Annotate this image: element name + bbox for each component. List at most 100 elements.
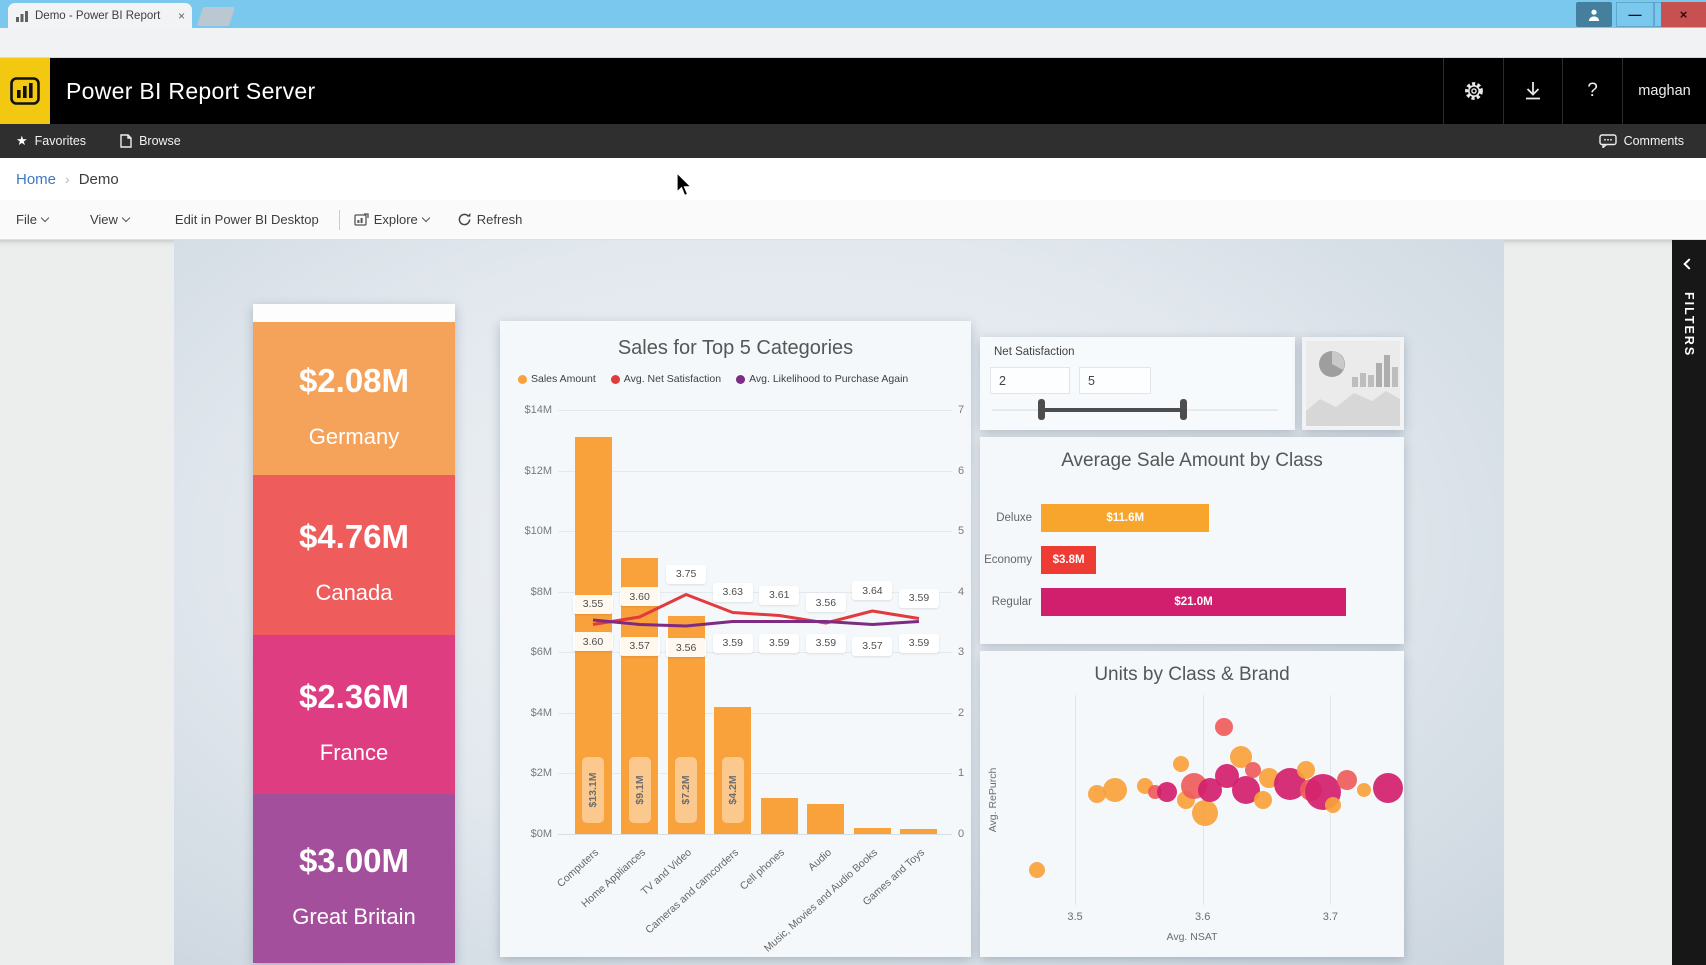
scatter-bubble-orange[interactable] bbox=[1253, 791, 1272, 810]
chart-placeholder-image bbox=[1306, 341, 1400, 426]
browse-button[interactable]: Browse bbox=[120, 134, 181, 148]
help-button[interactable]: ? bbox=[1562, 58, 1622, 124]
slider-handle-left[interactable] bbox=[1038, 399, 1045, 420]
scatter-bubble-orange[interactable] bbox=[1297, 760, 1316, 779]
line-value-label: 3.75 bbox=[666, 564, 707, 584]
kpi-block-germany[interactable]: $2.08M Germany bbox=[253, 322, 455, 475]
explore-menu[interactable]: Explore bbox=[354, 212, 431, 227]
kpi-value: $2.36M bbox=[298, 677, 410, 715]
kpi-card-visual[interactable]: $2.08M Germany $4.76M Canada $2.36M France $3.… bbox=[253, 304, 455, 963]
refresh-button[interactable]: Refresh bbox=[457, 212, 522, 227]
view-menu[interactable]: View bbox=[90, 212, 131, 227]
tab-close-icon[interactable]: × bbox=[177, 8, 185, 23]
browser-tabstrip: Demo - Power BI Report × — × bbox=[0, 0, 1706, 28]
units-by-class-brand-chart[interactable]: Units by Class & Brand Avg. RePurch Avg.… bbox=[980, 651, 1404, 957]
powerbi-logo-icon bbox=[10, 77, 40, 105]
line-value-label: 3.60 bbox=[573, 632, 613, 651]
kpi-label: Canada bbox=[315, 580, 393, 605]
y-axis-tick-right: 0 bbox=[958, 828, 965, 840]
scatter-bubble-orange[interactable] bbox=[1172, 755, 1189, 772]
slider-handle-right[interactable] bbox=[1180, 399, 1187, 420]
download-button[interactable] bbox=[1503, 58, 1562, 124]
filters-label: FILTERS bbox=[1682, 292, 1696, 358]
scatter-bubble-magenta[interactable] bbox=[1372, 773, 1403, 804]
x-axis-tick: 3.7 bbox=[1322, 911, 1339, 923]
comments-button[interactable]: Comments bbox=[1598, 134, 1684, 148]
slider-active-range[interactable] bbox=[1042, 408, 1184, 412]
scatter-bubble-red[interactable] bbox=[1337, 769, 1357, 790]
legend-dot bbox=[610, 374, 620, 384]
bar-deluxe[interactable]: $11.6M bbox=[1041, 504, 1210, 532]
browser-toolbar: ← → ↻ sql2016oramg/PBIReports/powerbi/De… bbox=[0, 28, 1706, 83]
favorites-button[interactable]: ★ Favorites bbox=[16, 133, 86, 149]
kpi-label: Germany bbox=[308, 423, 400, 449]
net-satisfaction-slicer[interactable]: Net Satisfaction bbox=[980, 337, 1295, 430]
settings-button[interactable] bbox=[1443, 58, 1503, 124]
browser-profile-button[interactable] bbox=[1576, 2, 1612, 27]
browser-tab[interactable]: Demo - Power BI Report × bbox=[8, 3, 192, 28]
x-axis-label: Avg. NSAT bbox=[1166, 931, 1218, 943]
category-label: Regular bbox=[991, 596, 1032, 608]
grid-line bbox=[558, 410, 952, 411]
powerbi-logo[interactable] bbox=[0, 58, 50, 124]
legend-item: Avg. Likelihood to Purchase Again bbox=[736, 373, 908, 385]
bar-economy[interactable]: $3.8M bbox=[1041, 546, 1097, 574]
person-icon bbox=[1588, 9, 1600, 21]
kpi-block-canada[interactable]: $4.76M Canada bbox=[253, 475, 455, 635]
line-value-label: 3.56 bbox=[805, 593, 846, 612]
bar-data-label: $13.1M bbox=[582, 757, 604, 823]
new-tab-button[interactable] bbox=[196, 7, 236, 26]
scatter-bubble-orange[interactable] bbox=[1028, 862, 1045, 879]
line-value-label: 3.61 bbox=[759, 585, 800, 605]
window-close-button[interactable]: × bbox=[1661, 2, 1706, 27]
y-axis-label: Avg. RePurch bbox=[987, 767, 999, 833]
kpi-block-great-britain[interactable]: $3.00M Great Britain bbox=[253, 794, 455, 963]
browse-label: Browse bbox=[139, 134, 181, 148]
breadcrumb-home-link[interactable]: Home bbox=[16, 170, 57, 188]
bar-games-and-toys[interactable] bbox=[900, 829, 938, 834]
kpi-value: $4.76M bbox=[298, 518, 410, 555]
scatter-bubble-orange[interactable] bbox=[1356, 783, 1371, 798]
bar-regular[interactable]: $21.0M bbox=[1041, 588, 1346, 616]
bar-audio[interactable] bbox=[807, 803, 845, 834]
kpi-card-top-strip bbox=[253, 304, 455, 322]
bar-data-label: $7.2M bbox=[675, 757, 698, 823]
line-value-label: 3.59 bbox=[898, 588, 939, 608]
powerbi-favicon bbox=[16, 10, 28, 22]
bar-music-movies-and-audio-books[interactable] bbox=[853, 827, 891, 834]
bar-cell-phones[interactable] bbox=[760, 797, 798, 834]
chart-title: Average Sale Amount by Class bbox=[1061, 450, 1323, 471]
scatter-bubble-orange[interactable] bbox=[1230, 746, 1252, 769]
grid-line bbox=[558, 773, 952, 775]
scatter-bubble-orange[interactable] bbox=[1102, 778, 1127, 803]
scatter-bubble-orange[interactable] bbox=[1192, 799, 1219, 826]
image-visual[interactable] bbox=[1302, 337, 1404, 430]
menu-separator bbox=[338, 209, 340, 230]
scatter-bubble-orange[interactable] bbox=[1087, 785, 1106, 804]
bar-cameras-and-camcorders[interactable] bbox=[714, 706, 752, 834]
scatter-bubble-red[interactable] bbox=[1215, 717, 1234, 736]
category-label: Deluxe bbox=[996, 512, 1032, 524]
scatter-bubble-magenta[interactable] bbox=[1156, 782, 1177, 803]
tab-title: Demo - Power BI Report bbox=[35, 9, 161, 22]
bar-data-label-text: $9.1M bbox=[633, 775, 646, 805]
y-axis-tick-right: 5 bbox=[958, 525, 965, 538]
filters-panel-collapsed[interactable]: FILTERS bbox=[1672, 240, 1706, 965]
edit-in-desktop-button[interactable]: Edit in Power BI Desktop bbox=[174, 212, 319, 227]
scatter-bubble-orange[interactable] bbox=[1324, 796, 1341, 813]
kpi-block-france[interactable]: $2.36M France bbox=[253, 635, 455, 794]
scatter-bubble-red[interactable] bbox=[1244, 761, 1261, 778]
file-menu[interactable]: File bbox=[16, 212, 50, 227]
favorites-label: Favorites bbox=[34, 134, 87, 148]
sales-top5-chart[interactable]: Sales for Top 5 Categories Sales Amount A… bbox=[500, 321, 971, 957]
window-minimize-button[interactable]: — bbox=[1616, 2, 1654, 27]
chevron-left-icon[interactable] bbox=[1683, 258, 1695, 270]
slicer-to-input[interactable] bbox=[1079, 367, 1151, 394]
line-value-label: 3.57 bbox=[619, 636, 660, 656]
avg-sale-by-class-chart[interactable]: Average Sale Amount by Class Deluxe $11.6… bbox=[980, 437, 1404, 644]
action-bar: ★ Favorites Browse Comments bbox=[0, 124, 1706, 158]
slicer-title: Net Satisfaction bbox=[994, 346, 1075, 358]
user-menu[interactable]: maghan bbox=[1622, 58, 1706, 124]
comments-label: Comments bbox=[1623, 134, 1684, 148]
slicer-from-input[interactable] bbox=[990, 367, 1070, 394]
